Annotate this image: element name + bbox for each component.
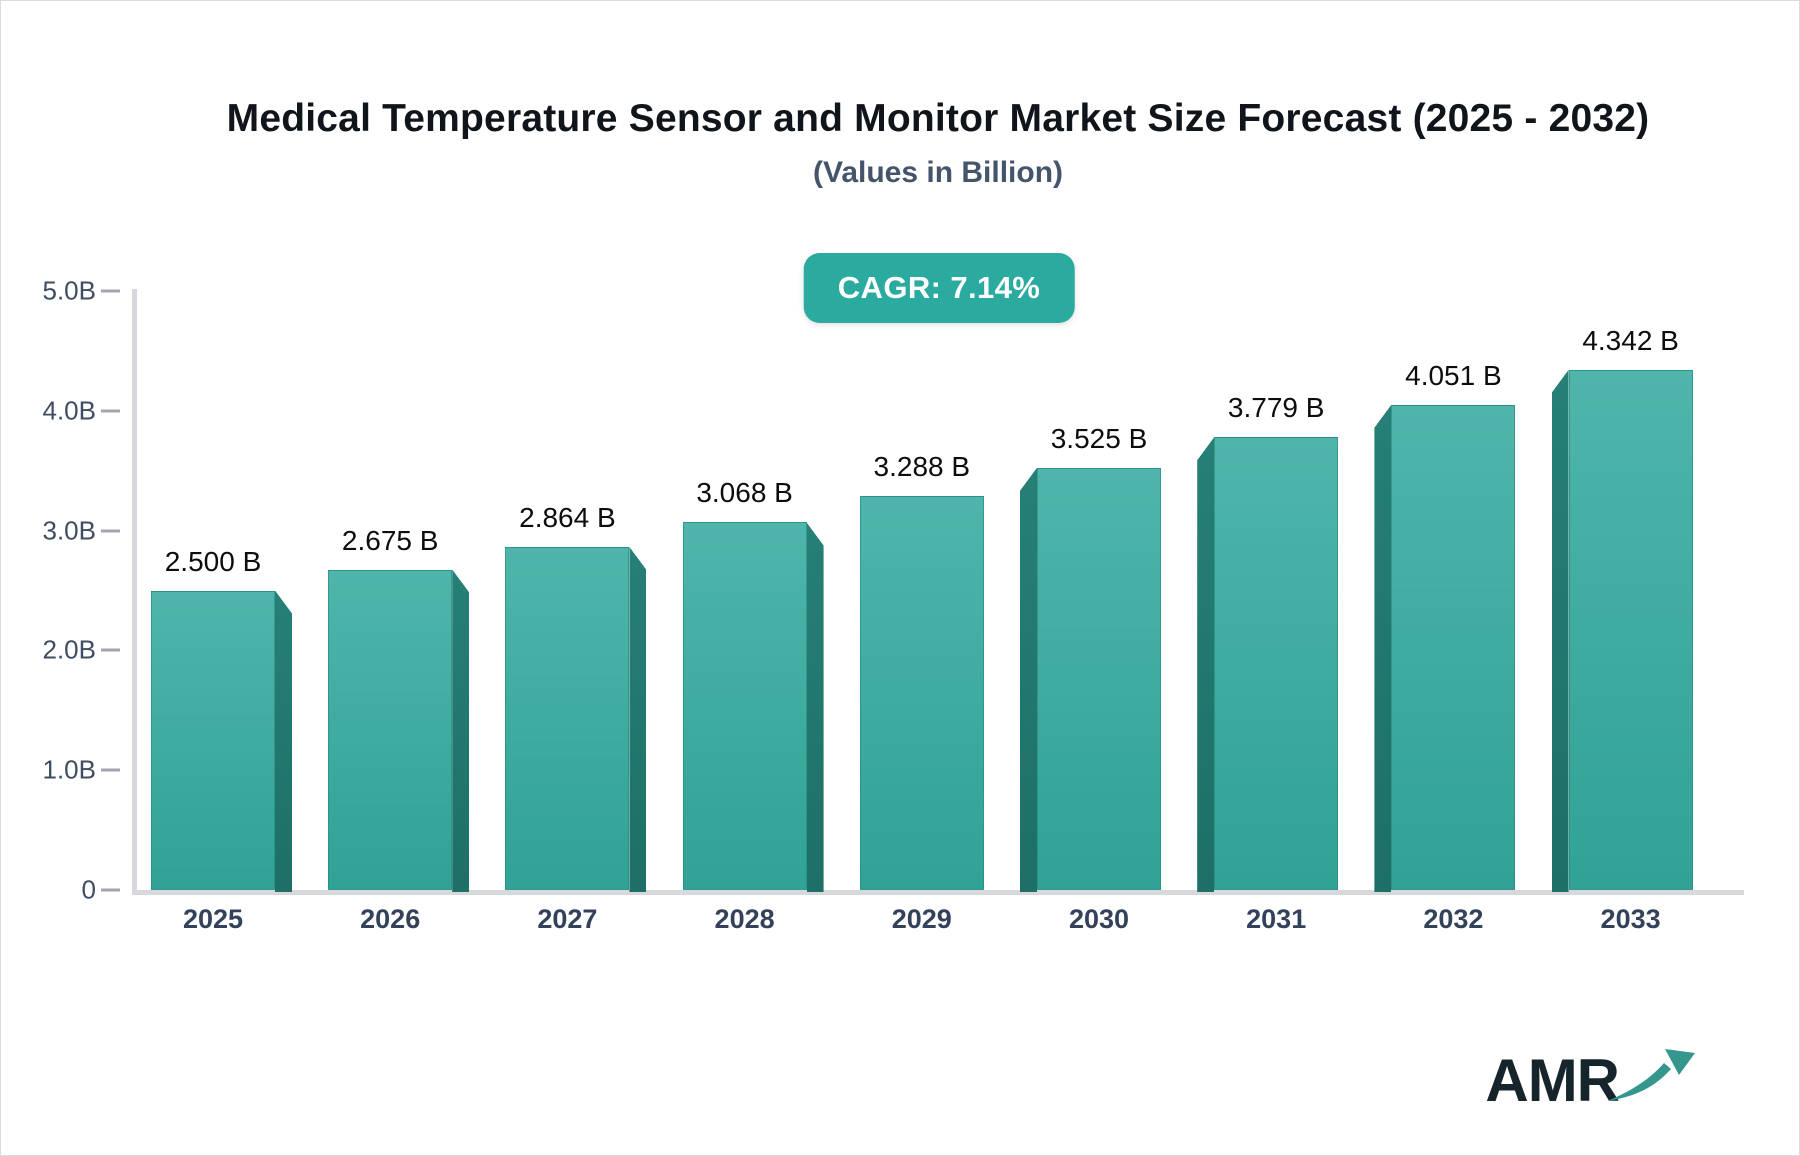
bar-3d-side [629,546,647,892]
amr-logo: AMR [1485,1045,1697,1114]
bar-2026[interactable] [328,569,453,890]
bar-3d-side [1197,437,1215,892]
bar-value-label: 3.068 B [696,477,793,509]
bar-2025[interactable] [151,590,275,890]
x-axis-tick-label: 2032 [1423,904,1484,934]
bar-3d-side [1374,404,1392,892]
bar-value-label: 2.675 B [341,524,439,556]
bar-3d-side [1020,467,1037,892]
x-axis-tick-label: 2028 [714,904,775,934]
y-axis-tick-mark [101,648,120,652]
x-axis-tick-label: 2031 [1246,904,1307,934]
chart-header: Medical Temperature Sensor and Monitor M… [134,97,1742,189]
bar-2027[interactable] [505,546,630,890]
cagr-badge: CAGR: 7.14% [803,253,1075,323]
x-axis-tick-label: 2033 [1600,904,1661,934]
bar-2029[interactable] [859,496,984,890]
y-axis-line [132,289,137,892]
bar-3d-side [275,590,292,892]
y-axis-tick-label: 4.0B [42,395,97,426]
chart-subtitle: (Values in Billion) [812,155,1064,189]
x-axis-line [132,890,1744,895]
y-axis-tick-label: 2.0B [42,634,97,665]
bar-value-label: 3.288 B [873,451,971,483]
y-axis-tick-label: 5.0B [42,275,97,306]
bar-2032[interactable] [1391,404,1516,890]
bar-2033[interactable] [1568,369,1693,890]
chart-title: Medical Temperature Sensor and Monitor M… [226,97,1650,140]
bar-value-label: 3.525 B [1050,422,1148,454]
bar-3d-side [452,569,470,892]
x-axis-tick-label: 2027 [537,904,598,934]
bar-2028[interactable] [682,522,807,890]
x-axis-tick-label: 2025 [182,904,244,934]
amr-logo-text: AMR [1485,1047,1620,1114]
y-axis-tick-label: 1.0B [42,754,97,785]
y-axis-tick-mark [101,529,120,533]
x-axis-tick-label: 2030 [1068,904,1130,934]
bar-value-label: 2.864 B [519,501,616,533]
bar-value-label: 4.051 B [1405,359,1502,391]
y-axis-tick-mark [101,768,120,772]
bar-2030[interactable] [1037,467,1161,890]
y-axis-tick-mark [101,888,120,892]
y-axis-tick-label: 3.0B [42,515,97,546]
y-axis-tick-mark [101,409,120,413]
y-axis-tick-mark [101,289,120,293]
bar-3d-side [806,522,824,892]
bar-value-label: 4.342 B [1582,324,1679,356]
x-axis-tick-label: 2026 [360,904,421,934]
bar-value-label: 3.779 B [1227,392,1325,424]
bar-value-label: 2.500 B [164,545,262,577]
bar-2031[interactable] [1214,437,1339,890]
x-axis-tick-label: 2029 [891,904,952,934]
y-axis-tick-label: 0 [81,874,96,905]
growth-arrow-icon [1607,1049,1695,1101]
bar-3d-side [1551,369,1569,892]
